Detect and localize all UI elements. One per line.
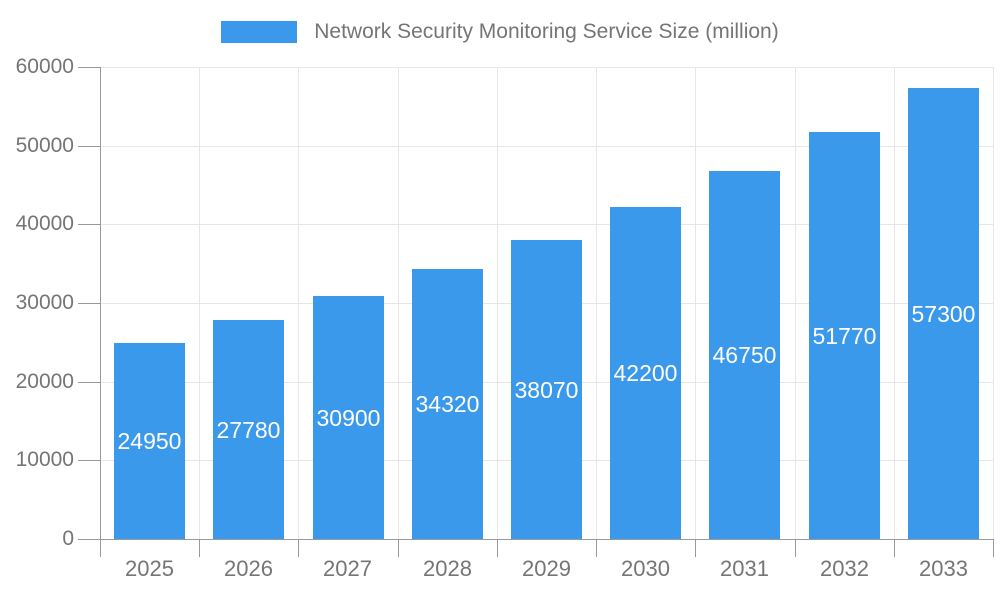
x-axis-tick-label: 2027 (323, 556, 372, 581)
y-axis-tick (78, 382, 100, 383)
x-gridline (497, 67, 498, 539)
y-axis-tick-label: 10000 (15, 448, 74, 471)
bar-value-label: 27780 (216, 417, 281, 443)
x-axis-line (78, 539, 993, 540)
y-axis-tick (78, 224, 100, 225)
y-axis-tick-label: 60000 (15, 55, 74, 78)
x-gridline (695, 67, 696, 539)
y-gridline (100, 224, 993, 225)
y-axis-tick-label: 20000 (15, 370, 74, 393)
bar (412, 269, 483, 539)
bar (313, 296, 384, 539)
y-axis-tick-label: 40000 (15, 212, 74, 235)
x-gridline (398, 67, 399, 539)
x-gridline (596, 67, 597, 539)
legend-label: Network Security Monitoring Service Size… (314, 20, 779, 43)
bar (213, 320, 284, 539)
bar-value-label: 46750 (712, 342, 777, 368)
y-axis-tick (78, 303, 100, 304)
bar (610, 207, 681, 539)
x-gridline (993, 67, 994, 539)
bar-value-label: 38070 (514, 377, 579, 403)
bar-value-label: 24950 (117, 428, 182, 454)
x-axis-tick (398, 539, 399, 557)
bar-value-label: 42200 (613, 360, 678, 386)
y-axis-line (100, 67, 101, 557)
x-axis-tick (993, 539, 994, 557)
x-axis-tick (497, 539, 498, 557)
legend[interactable]: Network Security Monitoring Service Size… (0, 20, 1000, 44)
x-axis-tick-label: 2033 (919, 556, 968, 581)
x-axis-tick (596, 539, 597, 557)
y-axis-tick-label: 0 (62, 527, 74, 550)
bar (511, 240, 582, 539)
bar-value-label: 34320 (415, 391, 480, 417)
x-axis-tick (298, 539, 299, 557)
y-gridline (100, 67, 993, 68)
x-axis-tick (695, 539, 696, 557)
y-axis-tick-label: 50000 (15, 134, 74, 157)
x-axis-tick (795, 539, 796, 557)
bar-value-label: 51770 (812, 323, 877, 349)
x-gridline (894, 67, 895, 539)
y-gridline (100, 146, 993, 147)
x-gridline (795, 67, 796, 539)
bar-value-label: 30900 (316, 405, 381, 431)
x-axis-tick (894, 539, 895, 557)
y-axis-tick (78, 146, 100, 147)
bar (114, 343, 185, 539)
x-axis-tick-label: 2025 (125, 556, 174, 581)
x-axis-tick-label: 2031 (720, 556, 769, 581)
bar (908, 88, 979, 539)
legend-swatch (221, 21, 298, 43)
x-axis-tick-label: 2032 (820, 556, 869, 581)
y-axis-tick (78, 460, 100, 461)
y-axis-tick (78, 67, 100, 68)
x-axis-tick-label: 2028 (423, 556, 472, 581)
bar-value-label: 57300 (911, 301, 976, 327)
y-axis-tick-label: 30000 (15, 291, 74, 314)
bar (809, 132, 880, 539)
x-gridline (298, 67, 299, 539)
x-axis-tick (199, 539, 200, 557)
x-axis-tick-label: 2029 (522, 556, 571, 581)
bar (709, 171, 780, 539)
x-axis-tick-label: 2030 (621, 556, 670, 581)
x-axis-tick-label: 2026 (224, 556, 273, 581)
x-gridline (199, 67, 200, 539)
